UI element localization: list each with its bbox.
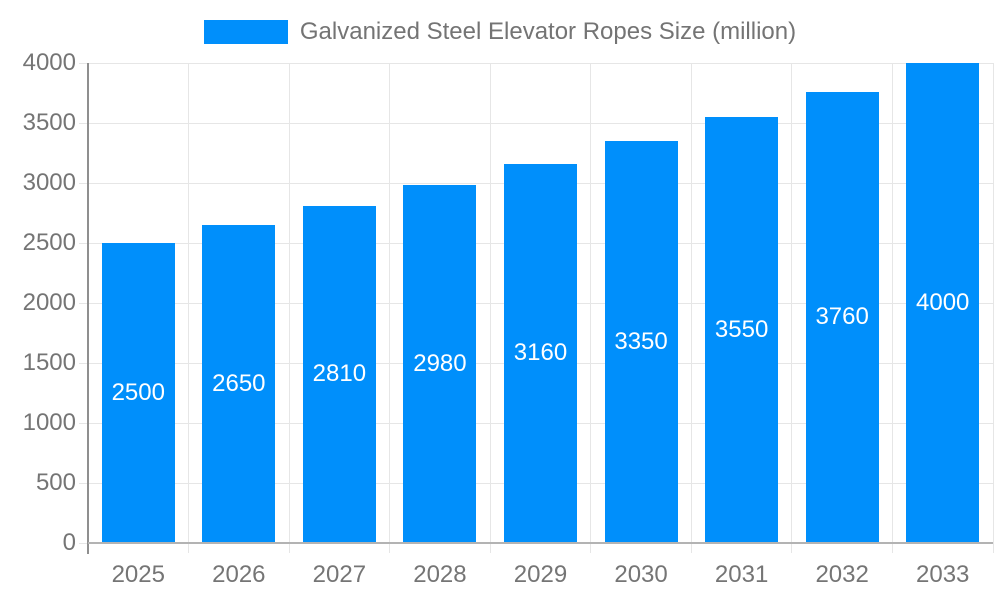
y-tick-mark (79, 422, 88, 424)
bar-value-label: 2500 (111, 379, 165, 406)
x-axis-tick-label: 2029 (513, 561, 568, 588)
x-axis-tick-label: 2025 (111, 561, 165, 588)
x-tick-mark (188, 543, 190, 553)
y-tick-mark (79, 542, 88, 544)
x-gridline (288, 63, 290, 543)
y-axis-tick-label: 1000 (22, 409, 76, 436)
legend-marker-icon (203, 20, 288, 44)
x-axis-tick-label: 2028 (413, 561, 467, 588)
x-tick-mark (992, 543, 994, 553)
x-axis-tick-label: 2032 (815, 561, 869, 588)
y-axis-line (87, 63, 89, 554)
x-axis-tick-label: 2033 (916, 561, 970, 588)
x-tick-mark (288, 543, 290, 553)
x-gridline (590, 63, 592, 543)
x-axis-line (88, 542, 993, 544)
bar-value-label: 3550 (714, 316, 769, 343)
x-gridline (188, 63, 190, 543)
x-tick-mark (891, 543, 893, 553)
bar-value-label: 3350 (614, 328, 668, 355)
x-tick-mark (590, 543, 592, 553)
x-gridline (690, 63, 692, 543)
bar-value-label: 4000 (916, 289, 970, 316)
y-tick-mark (79, 242, 88, 244)
x-axis-tick-label: 2031 (714, 561, 769, 588)
y-axis-tick-label: 2500 (22, 229, 76, 256)
bar[interactable]: 2810 (302, 205, 376, 543)
y-axis-tick-label: 0 (62, 529, 76, 556)
x-tick-mark (489, 543, 491, 553)
bar-value-label: 3160 (513, 339, 568, 367)
y-axis-tick-label: 500 (35, 469, 76, 496)
y-gridline (88, 122, 993, 124)
y-axis-tick-label: 3000 (22, 169, 76, 196)
x-gridline (389, 63, 391, 543)
bar[interactable]: 3550 (705, 117, 779, 543)
y-tick-mark (79, 362, 88, 364)
x-gridline (891, 63, 893, 543)
x-tick-mark (690, 543, 692, 553)
x-axis-tick-label: 2027 (312, 561, 367, 588)
x-gridline (992, 63, 994, 543)
bar-value-label: 2810 (312, 360, 367, 388)
y-gridline (88, 62, 993, 64)
bar-value-label: 3760 (815, 303, 869, 331)
bar[interactable]: 2980 (403, 185, 477, 543)
legend-label: Galvanized Steel Elevator Ropes Size (mi… (299, 18, 797, 45)
y-axis-tick-label: 4000 (22, 49, 76, 76)
x-tick-mark (791, 543, 793, 553)
bar[interactable]: 3160 (504, 163, 577, 543)
y-tick-mark (79, 182, 88, 184)
legend[interactable]: Galvanized Steel Elevator Ropes Size (mi… (0, 16, 1000, 48)
x-tick-mark (389, 543, 391, 553)
y-tick-mark (79, 62, 88, 64)
x-gridline (489, 63, 491, 543)
x-axis-tick-label: 2030 (614, 561, 668, 588)
bar-value-label: 2650 (212, 370, 266, 397)
y-tick-mark (79, 302, 88, 304)
y-axis-tick-label: 1500 (22, 349, 76, 376)
bar[interactable]: 2650 (202, 225, 276, 543)
x-gridline (791, 63, 793, 543)
y-tick-mark (79, 482, 88, 484)
bar[interactable]: 3350 (604, 141, 678, 543)
bar[interactable]: 4000 (906, 63, 980, 543)
bar[interactable]: 3760 (805, 91, 879, 543)
x-axis-tick-label: 2026 (212, 561, 266, 588)
y-axis-tick-label: 3500 (22, 109, 76, 136)
plot-area: 0 500 1000 1500 2000 2500 3000 3500 4000 2500 2025… (23, 49, 994, 588)
bar[interactable]: 2500 (101, 243, 175, 543)
bar-value-label: 2980 (413, 350, 467, 378)
y-axis-tick-label: 2000 (22, 289, 76, 316)
y-tick-mark (79, 122, 88, 124)
